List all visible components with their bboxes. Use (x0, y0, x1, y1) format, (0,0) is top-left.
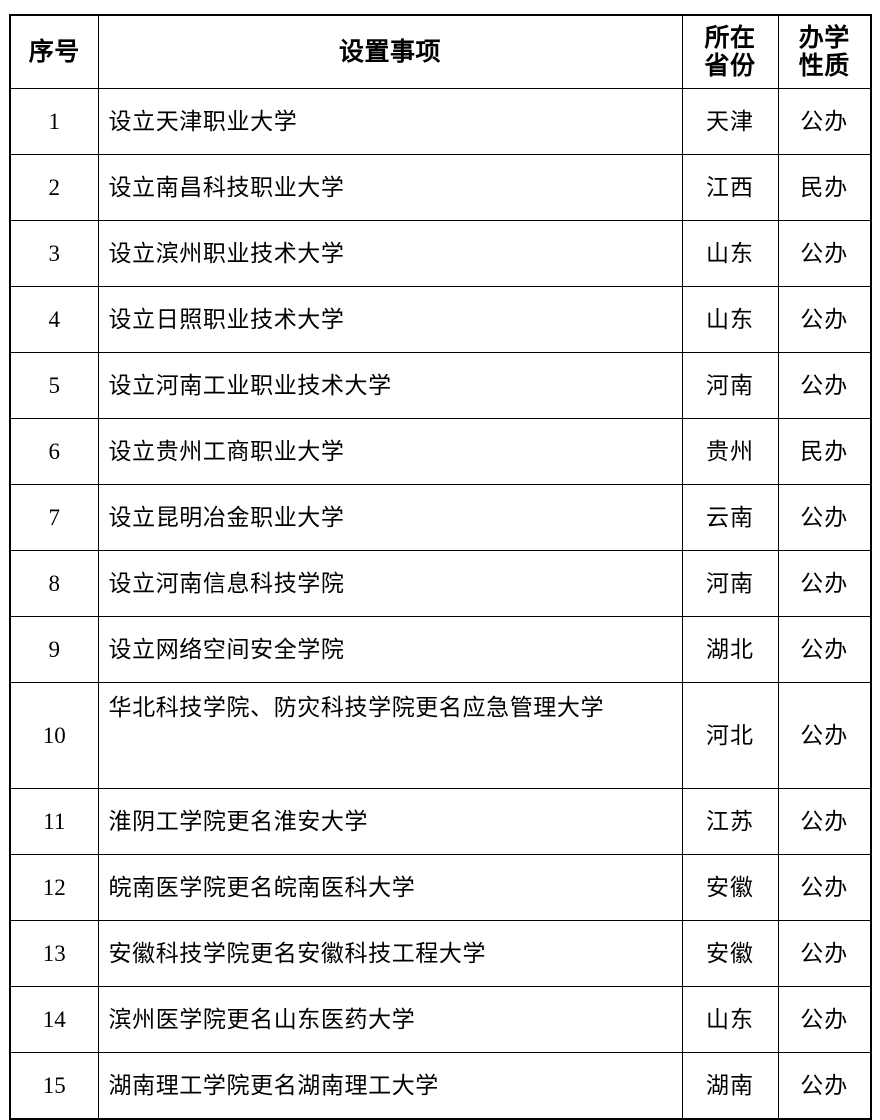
cell-index: 1 (9, 88, 99, 155)
table-row: 4 设立日照职业技术大学 山东 公办 (9, 286, 872, 353)
cell-index: 15 (9, 1052, 99, 1120)
table-row: 1 设立天津职业大学 天津 公办 (9, 88, 872, 155)
cell-province: 安徽 (681, 920, 779, 987)
cell-matter: 华北科技学院、防灾科技学院更名应急管理大学 (97, 682, 683, 789)
table-row: 12 皖南医学院更名皖南医科大学 安徽 公办 (9, 854, 872, 921)
cell-matter: 设立河南工业职业技术大学 (97, 352, 683, 419)
table-row: 9 设立网络空间安全学院 湖北 公办 (9, 616, 872, 683)
cell-nature: 民办 (777, 418, 872, 485)
cell-province: 山东 (681, 286, 779, 353)
table-body: 1 设立天津职业大学 天津 公办 2 设立南昌科技职业大学 江西 民办 3 设立滨州职业技术大学山… (9, 88, 872, 1120)
cell-nature: 公办 (777, 854, 872, 921)
column-header-index: 序号 (9, 14, 99, 89)
cell-index: 13 (9, 920, 99, 987)
cell-index: 4 (9, 286, 99, 353)
column-header-province-line2: 省份 (704, 51, 756, 80)
table-row: 5 设立河南工业职业技术大学 河南 公办 (9, 352, 872, 419)
cell-nature: 公办 (777, 550, 872, 617)
cell-nature: 公办 (777, 1052, 872, 1120)
cell-matter: 设立南昌科技职业大学 (97, 154, 683, 221)
cell-nature: 公办 (777, 788, 872, 855)
cell-province: 江苏 (681, 788, 779, 855)
cell-matter: 设立河南信息科技学院 (97, 550, 683, 617)
cell-province: 贵州 (681, 418, 779, 485)
cell-nature: 公办 (777, 986, 872, 1053)
cell-province: 山东 (681, 220, 779, 287)
cell-matter: 设立网络空间安全学院 (97, 616, 683, 683)
table-row: 7 设立昆明冶金职业大学 云南 公办 (9, 484, 872, 551)
cell-index: 14 (9, 986, 99, 1053)
cell-province: 天津 (681, 88, 779, 155)
cell-province: 河南 (681, 352, 779, 419)
cell-index: 12 (9, 854, 99, 921)
cell-nature: 公办 (777, 616, 872, 683)
table-row: 15 湖南理工学院更名湖南理工大学 湖南 公办 (9, 1052, 872, 1120)
table-row: 2 设立南昌科技职业大学 江西 民办 (9, 154, 872, 221)
cell-matter: 安徽科技学院更名安徽科技工程大学 (97, 920, 683, 987)
cell-index: 2 (9, 154, 99, 221)
cell-nature: 公办 (777, 352, 872, 419)
column-header-nature: 办学 性质 (777, 14, 872, 89)
cell-nature: 公办 (777, 220, 872, 287)
cell-nature: 公办 (777, 286, 872, 353)
header-row: 序号 设置事项 所在 省份 办学 性质 (9, 14, 872, 89)
cell-province: 山东 (681, 986, 779, 1053)
table-row: 6 设立贵州工商职业大学 贵州 民办 (9, 418, 872, 485)
table-header: 序号 设置事项 所在 省份 办学 性质 (9, 14, 872, 89)
table-row: 3 设立滨州职业技术大学 山东 公办 (9, 220, 872, 287)
column-header-province-line1: 所在 (704, 23, 756, 52)
cell-matter: 设立贵州工商职业大学 (97, 418, 683, 485)
cell-matter: 湖南理工学院更名湖南理工大学 (97, 1052, 683, 1120)
cell-nature: 公办 (777, 88, 872, 155)
cell-province: 湖南 (681, 1052, 779, 1120)
cell-province: 河北 (681, 682, 779, 789)
cell-province: 云南 (681, 484, 779, 551)
cell-index: 6 (9, 418, 99, 485)
cell-index: 3 (9, 220, 99, 287)
cell-nature: 公办 (777, 682, 872, 789)
cell-province: 江西 (681, 154, 779, 221)
cell-index: 7 (9, 484, 99, 551)
cell-matter: 淮阴工学院更名淮安大学 (97, 788, 683, 855)
cell-nature: 民办 (777, 154, 872, 221)
cell-province: 湖北 (681, 616, 779, 683)
table-row: 10 华北科技学院、防灾科技学院更名应急管理大学 河北 公办 (9, 682, 872, 789)
cell-nature: 公办 (777, 920, 872, 987)
cell-matter: 设立日照职业技术大学 (97, 286, 683, 353)
column-header-matter: 设置事项 (97, 14, 683, 89)
table-row: 11 淮阴工学院更名淮安大学 江苏 公办 (9, 788, 872, 855)
cell-matter: 设立天津职业大学 (97, 88, 683, 155)
column-header-nature-line1: 办学 (798, 23, 850, 52)
cell-index: 11 (9, 788, 99, 855)
cell-province: 安徽 (681, 854, 779, 921)
table-row: 8 设立河南信息科技学院 河南 公办 (9, 550, 872, 617)
cell-matter: 设立昆明冶金职业大学 (97, 484, 683, 551)
cell-index: 10 (9, 682, 99, 789)
cell-index: 8 (9, 550, 99, 617)
table-row: 14 滨州医学院更名山东医药大学 山东 公办 (9, 986, 872, 1053)
table-row: 13 安徽科技学院更名安徽科技工程大学 安徽 公办 (9, 920, 872, 987)
cell-index: 5 (9, 352, 99, 419)
cell-nature: 公办 (777, 484, 872, 551)
cell-matter: 皖南医学院更名皖南医科大学 (97, 854, 683, 921)
cell-province: 河南 (681, 550, 779, 617)
cell-index: 9 (9, 616, 99, 683)
column-header-nature-line2: 性质 (798, 51, 850, 80)
cell-matter: 滨州医学院更名山东医药大学 (97, 986, 683, 1053)
cell-matter: 设立滨州职业技术大学 (97, 220, 683, 287)
column-header-province: 所在 省份 (681, 14, 779, 89)
university-settings-table: 序号 设置事项 所在 省份 办学 性质 1 设立天津职业大学 天津 公办 2 设立南昌科技… (9, 14, 872, 1120)
